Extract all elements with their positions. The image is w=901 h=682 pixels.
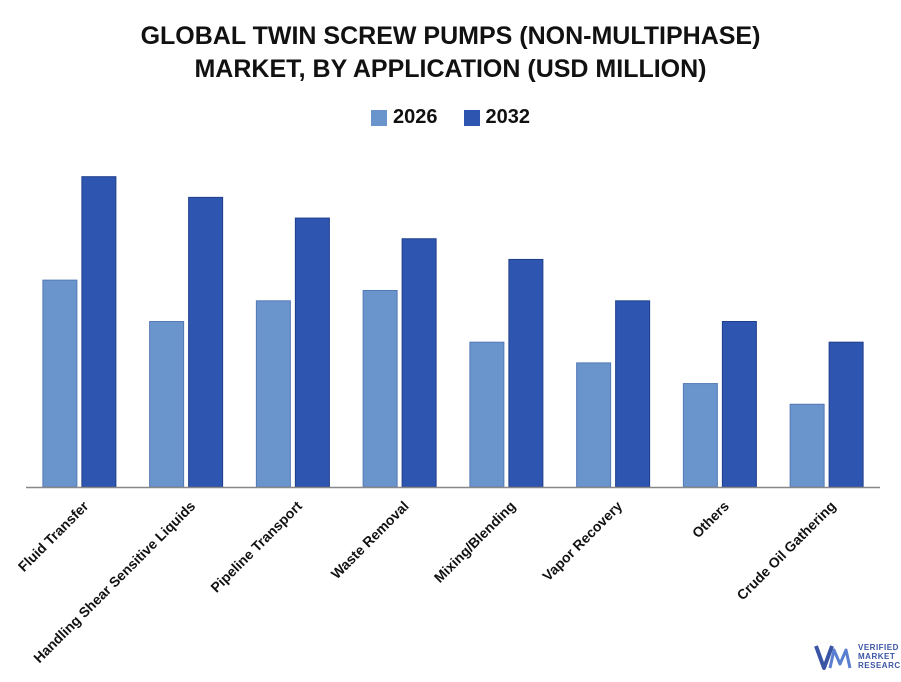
verified-market-research-logo: VERIFIED MARKET RESEARCH (814, 640, 901, 672)
bar-2032-6 (615, 300, 651, 488)
legend-item-2026: 2026 (371, 106, 438, 129)
x-tick-label-3: Pipeline Transport (207, 498, 305, 596)
legend-item-2032: 2032 (463, 106, 531, 129)
bar-2032-4 (401, 238, 437, 488)
bar-2032-5 (508, 258, 544, 488)
x-tick-label-1: Fluid Transfer (15, 497, 92, 574)
chart-legend: 2026 2032 (0, 106, 901, 129)
logo-text: VERIFIED MARKET RESEARCH (858, 643, 901, 670)
chart-title-line-1: GLOBAL TWIN SCREW PUMPS (NON-MULTIPHASE) (140, 22, 761, 50)
logo-line-3: RESEARCH (858, 660, 901, 670)
logo-line-1: VERIFIED (858, 642, 899, 652)
bar-2032-2 (188, 196, 224, 488)
legend-label-2032: 2032 (485, 106, 531, 128)
vmr-logo-icon (814, 645, 852, 670)
bar-2026-1 (42, 279, 78, 488)
bar-2026-4 (362, 289, 398, 488)
chart-title-line-2: MARKET, BY APPLICATION (USD MILLION) (194, 55, 707, 83)
logo-line-2: MARKET (858, 651, 896, 661)
bar-2026-2 (149, 321, 185, 488)
bar-2026-6 (576, 362, 612, 488)
bar-2032-3 (294, 217, 330, 488)
bar-2026-3 (255, 300, 291, 488)
bar-2026-5 (469, 341, 505, 488)
x-tick-label-5: Mixing/Blending (431, 498, 519, 586)
chart-title: GLOBAL TWIN SCREW PUMPS (NON-MULTIPHASE)… (0, 20, 901, 86)
legend-swatch-2026 (371, 109, 387, 126)
x-tick-label-8: Crude Oil Gathering (733, 498, 838, 603)
bar-2026-8 (789, 403, 825, 488)
x-tick-label-6: Vapor Recovery (539, 498, 625, 584)
bar-2032-7 (721, 321, 757, 488)
legend-swatch-2032 (463, 109, 480, 126)
legend-label-2026: 2026 (393, 106, 438, 128)
bar-2032-8 (828, 341, 864, 488)
bar-2032-1 (81, 176, 117, 488)
x-tick-label-4: Waste Removal (328, 498, 412, 582)
x-tick-label-7: Others (689, 498, 732, 541)
bar-2026-7 (682, 383, 718, 488)
